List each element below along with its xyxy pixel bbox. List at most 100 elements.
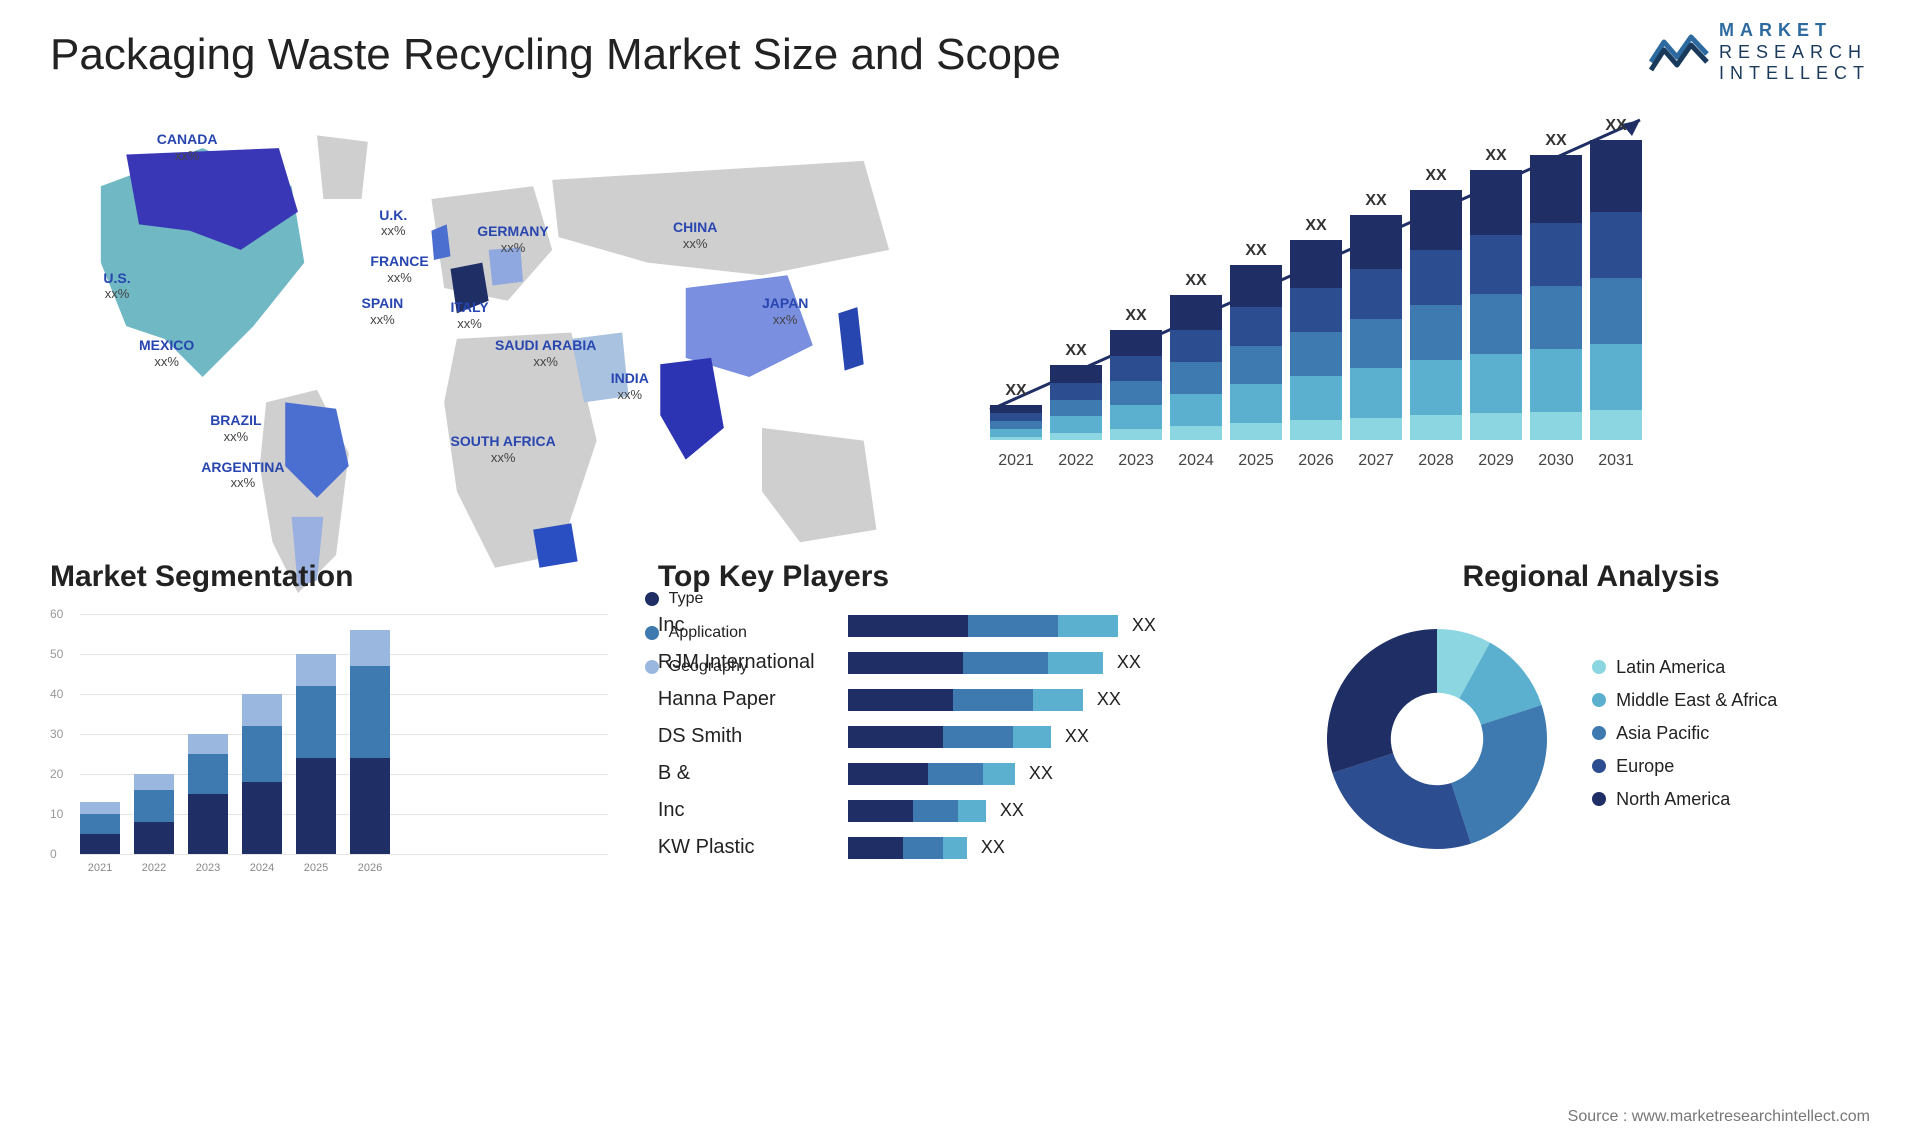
forecast-bar-segment bbox=[1410, 360, 1462, 415]
forecast-bar-segment bbox=[1230, 265, 1282, 307]
forecast-bar bbox=[1470, 170, 1522, 440]
gridline bbox=[80, 614, 608, 615]
player-name: Hanna Paper bbox=[658, 688, 848, 711]
forecast-bar-segment bbox=[1410, 305, 1462, 360]
forecast-bar-value: XX bbox=[1590, 117, 1642, 135]
map-label: CANADAxx% bbox=[157, 131, 218, 163]
y-axis-tick: 10 bbox=[50, 807, 63, 821]
forecast-bar-segment bbox=[1230, 346, 1282, 385]
legend-label: North America bbox=[1616, 789, 1730, 810]
player-bar-segment bbox=[913, 800, 958, 822]
regional-panel: Regional Analysis Latin AmericaMiddle Ea… bbox=[1312, 560, 1870, 874]
player-bar-segment bbox=[848, 615, 968, 637]
gridline bbox=[80, 854, 608, 855]
forecast-bar-segment bbox=[1530, 286, 1582, 349]
segmentation-year-label: 2023 bbox=[188, 862, 228, 874]
player-name: Inc bbox=[658, 799, 848, 822]
logo-text-3: INTELLECT bbox=[1719, 63, 1870, 85]
forecast-bar-segment bbox=[1590, 140, 1642, 212]
forecast-year-label: 2027 bbox=[1350, 452, 1402, 470]
segmentation-bar-segment bbox=[188, 754, 228, 794]
segmentation-title: Market Segmentation bbox=[50, 560, 608, 594]
player-bar-segment bbox=[958, 800, 986, 822]
legend-swatch-icon bbox=[1592, 726, 1606, 740]
player-bar bbox=[848, 763, 1015, 785]
forecast-bar-segment bbox=[1110, 429, 1162, 440]
map-label: BRAZILxx% bbox=[210, 412, 261, 444]
player-value: XX bbox=[1117, 652, 1141, 673]
player-bar-segment bbox=[848, 689, 953, 711]
forecast-bar-segment bbox=[1170, 426, 1222, 441]
segmentation-bar-segment bbox=[134, 774, 174, 790]
forecast-bar-segment bbox=[1530, 412, 1582, 441]
segmentation-year-label: 2026 bbox=[350, 862, 390, 874]
map-label: FRANCExx% bbox=[370, 253, 428, 285]
forecast-year-label: 2029 bbox=[1470, 452, 1522, 470]
player-bar-segment bbox=[1048, 652, 1103, 674]
player-value: XX bbox=[1029, 763, 1053, 784]
forecast-bar-segment bbox=[1470, 235, 1522, 294]
forecast-bar-segment bbox=[1350, 418, 1402, 441]
map-label: GERMANYxx% bbox=[477, 223, 549, 255]
forecast-bar-segment bbox=[1050, 433, 1102, 441]
forecast-panel: XX2021XX2022XX2023XX2024XX2025XX2026XX20… bbox=[980, 110, 1870, 530]
player-value: XX bbox=[1097, 689, 1121, 710]
player-row: KW Plastic XX bbox=[658, 836, 1262, 859]
y-axis-tick: 30 bbox=[50, 727, 63, 741]
gridline bbox=[80, 734, 608, 735]
segmentation-bar-segment bbox=[80, 802, 120, 814]
player-bar-segment bbox=[983, 763, 1015, 785]
player-bar bbox=[848, 652, 1103, 674]
player-bar-segment bbox=[943, 726, 1013, 748]
forecast-bar-segment bbox=[990, 405, 1042, 413]
forecast-bar-value: XX bbox=[990, 382, 1042, 400]
forecast-bar-value: XX bbox=[1050, 342, 1102, 360]
player-bar-segment bbox=[1033, 689, 1083, 711]
segmentation-bar bbox=[80, 802, 120, 854]
brand-logo: MARKET RESEARCH INTELLECT bbox=[1649, 20, 1870, 85]
player-bar-segment bbox=[968, 615, 1058, 637]
forecast-bar-segment bbox=[1590, 344, 1642, 410]
forecast-bar-segment bbox=[1410, 190, 1462, 250]
map-label: CHINAxx% bbox=[673, 219, 717, 251]
legend-swatch-icon bbox=[645, 626, 659, 640]
player-row: IncXX bbox=[658, 614, 1262, 637]
player-bar-segment bbox=[1013, 726, 1051, 748]
segmentation-bar-segment bbox=[80, 834, 120, 854]
forecast-bar-segment bbox=[1470, 170, 1522, 235]
player-bar bbox=[848, 726, 1051, 748]
map-label: ARGENTINAxx% bbox=[201, 459, 284, 491]
forecast-bar bbox=[1410, 190, 1462, 440]
segmentation-year-label: 2024 bbox=[242, 862, 282, 874]
forecast-year-label: 2028 bbox=[1410, 452, 1462, 470]
legend-label: Latin America bbox=[1616, 657, 1725, 678]
segmentation-bar-segment bbox=[188, 734, 228, 754]
map-label: U.K.xx% bbox=[379, 207, 407, 239]
player-bar-segment bbox=[848, 800, 913, 822]
forecast-bar-segment bbox=[1350, 269, 1402, 319]
player-value: XX bbox=[981, 837, 1005, 858]
player-bar-segment bbox=[953, 689, 1033, 711]
map-label: SPAINxx% bbox=[362, 295, 404, 327]
map-label: MEXICOxx% bbox=[139, 337, 194, 369]
forecast-bar-segment bbox=[1290, 240, 1342, 288]
forecast-bar bbox=[1110, 330, 1162, 440]
player-bar-segment bbox=[1058, 615, 1118, 637]
player-bar-segment bbox=[943, 837, 967, 859]
player-bar-segment bbox=[848, 837, 903, 859]
y-axis-tick: 50 bbox=[50, 647, 63, 661]
regional-title: Regional Analysis bbox=[1312, 560, 1870, 594]
player-bar-segment bbox=[963, 652, 1048, 674]
forecast-bar-segment bbox=[1290, 332, 1342, 376]
segmentation-bar-segment bbox=[242, 694, 282, 726]
segmentation-year-label: 2025 bbox=[296, 862, 336, 874]
player-name: KW Plastic bbox=[658, 836, 848, 859]
forecast-year-label: 2023 bbox=[1110, 452, 1162, 470]
player-bar-segment bbox=[928, 763, 983, 785]
legend-swatch-icon bbox=[1592, 693, 1606, 707]
legend-item: Europe bbox=[1592, 756, 1777, 777]
forecast-bar-segment bbox=[1050, 365, 1102, 383]
segmentation-bar-segment bbox=[80, 814, 120, 834]
forecast-year-label: 2021 bbox=[990, 452, 1042, 470]
forecast-bar-segment bbox=[1170, 295, 1222, 330]
